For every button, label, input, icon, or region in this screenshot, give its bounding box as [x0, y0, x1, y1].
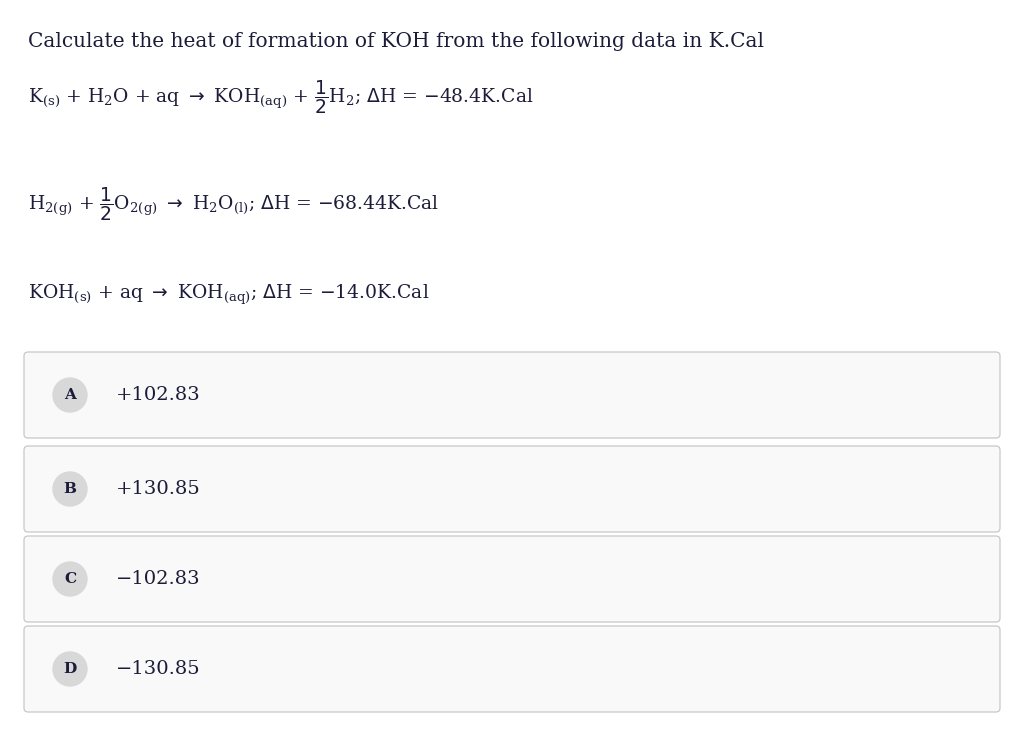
Circle shape: [53, 472, 87, 506]
Text: +102.83: +102.83: [116, 386, 201, 404]
Text: −102.83: −102.83: [116, 570, 201, 588]
Text: B: B: [63, 482, 77, 496]
Text: H$_\mathregular{2(g)}$ + $\dfrac{1}{2}$O$_\mathregular{2(g)}$ $\rightarrow$ H$_\: H$_\mathregular{2(g)}$ + $\dfrac{1}{2}$O…: [28, 185, 439, 223]
Text: −130.85: −130.85: [116, 660, 201, 678]
FancyBboxPatch shape: [24, 352, 1000, 438]
Text: A: A: [65, 388, 76, 402]
Circle shape: [53, 378, 87, 412]
Circle shape: [53, 562, 87, 596]
Text: D: D: [63, 662, 77, 676]
Text: +130.85: +130.85: [116, 480, 201, 498]
Circle shape: [53, 652, 87, 686]
FancyBboxPatch shape: [24, 446, 1000, 532]
Text: Calculate the heat of formation of KOH from the following data in K.Cal: Calculate the heat of formation of KOH f…: [28, 32, 764, 51]
Text: KOH$_\mathregular{(s)}$ + aq $\rightarrow$ KOH$_\mathregular{(aq)}$; $\Delta$H =: KOH$_\mathregular{(s)}$ + aq $\rightarro…: [28, 282, 429, 306]
Text: K$_\mathregular{(s)}$ + H$_\mathregular{2}$O + aq $\rightarrow$ KOH$_\mathregula: K$_\mathregular{(s)}$ + H$_\mathregular{…: [28, 78, 534, 116]
FancyBboxPatch shape: [24, 536, 1000, 622]
Text: C: C: [63, 572, 76, 586]
FancyBboxPatch shape: [24, 626, 1000, 712]
